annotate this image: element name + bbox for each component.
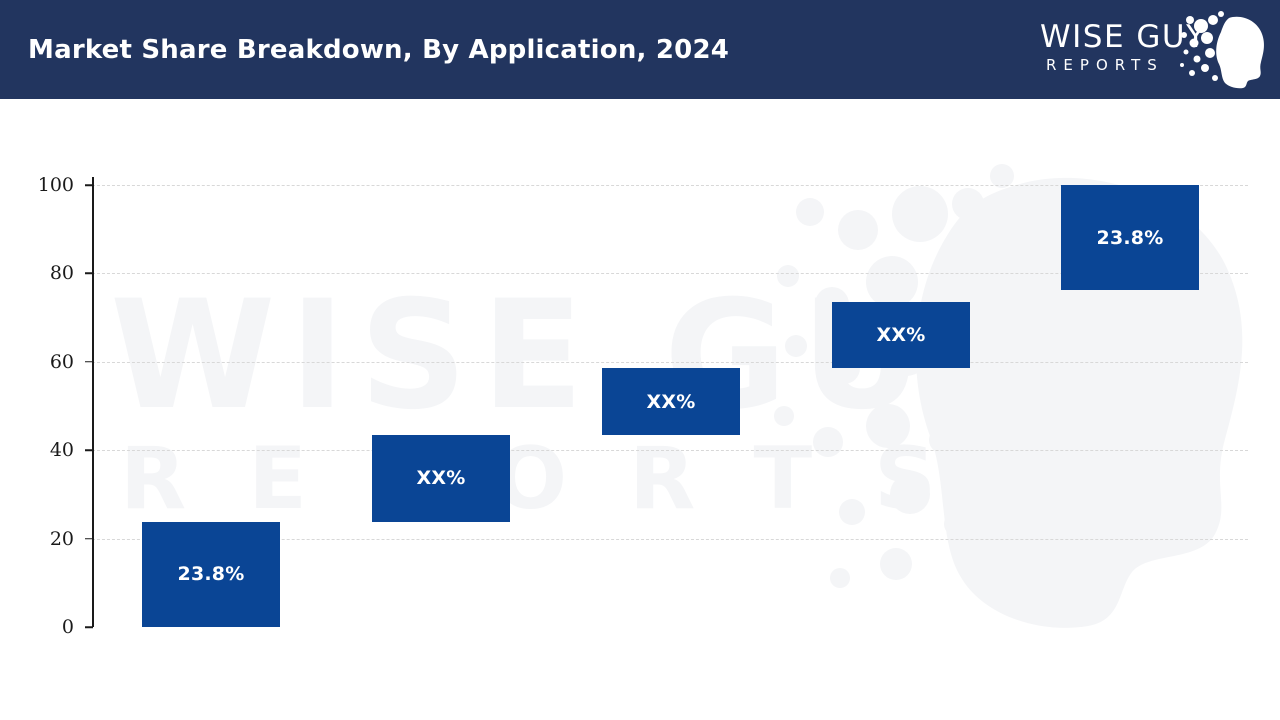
page-title: Market Share Breakdown, By Application, …: [28, 34, 730, 65]
y-axis-spine: [92, 177, 94, 627]
head-silhouette-icon: [1180, 11, 1264, 89]
bar-value-label: XX%: [416, 467, 466, 490]
brand-logo: WISE GUY REPORTS: [1022, 8, 1272, 92]
gridline-80: [92, 273, 1248, 275]
bar-consumer-electronics[interactable]: XX%: [832, 302, 970, 369]
bar-aerospace[interactable]: XX%: [602, 368, 740, 435]
gridline-20: [92, 538, 1248, 540]
y-tick-label-80: 80: [49, 262, 74, 285]
y-tick-mark-60: [85, 361, 93, 363]
chart-canvas: WISE GUY REPORTS: [0, 99, 1280, 720]
gridline-60: [92, 361, 1248, 363]
y-tick-label-20: 20: [49, 527, 74, 550]
gridline-40: [92, 450, 1248, 452]
bar-industrial-automation[interactable]: XX%: [372, 434, 510, 522]
logo-brand-line1: WISE GUY: [1040, 19, 1207, 55]
y-tick-label-0: 0: [61, 616, 74, 638]
y-tick-label-100: 100: [37, 174, 74, 196]
y-tick-mark-0: [85, 626, 93, 628]
bar-automotive[interactable]: 23.8%: [142, 521, 280, 627]
y-tick-mark-100: [85, 184, 93, 186]
logo-brand-line2: REPORTS: [1046, 56, 1164, 74]
bar-value-label: 23.8%: [177, 563, 245, 586]
bar-robotics[interactable]: 23.8%: [1061, 185, 1199, 291]
y-tick-label-60: 60: [49, 350, 74, 373]
page-header: Market Share Breakdown, By Application, …: [0, 0, 1280, 99]
y-tick-mark-20: [85, 537, 93, 540]
bar-value-label: XX%: [646, 390, 696, 413]
bar-value-label: 23.8%: [1096, 226, 1164, 249]
bar-value-label: XX%: [876, 324, 926, 347]
y-tick-label-40: 40: [49, 439, 74, 462]
y-tick-mark-40: [85, 449, 93, 451]
y-tick-mark-80: [85, 272, 93, 275]
gridline-100: [92, 185, 1248, 186]
plot-area: 23.8% XX% XX% XX% 23.8%: [92, 185, 1248, 627]
